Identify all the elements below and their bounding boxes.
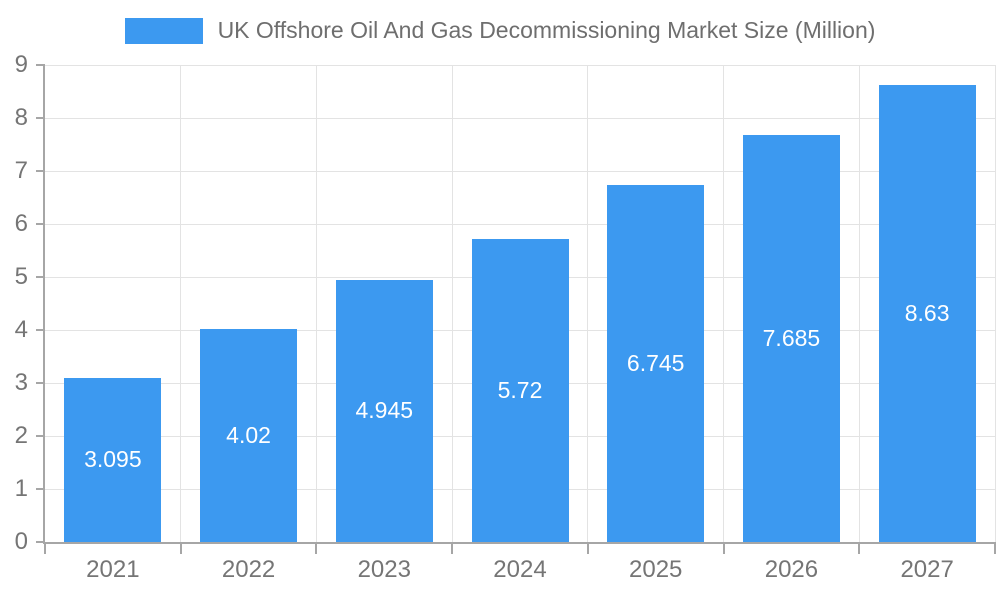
y-gridline (45, 170, 995, 172)
x-axis-tick (315, 542, 318, 554)
x-tick-label: 2022 (221, 556, 276, 583)
x-gridline (315, 65, 317, 542)
y-axis-tick (36, 117, 45, 119)
x-gridline (723, 65, 725, 542)
x-gridline (451, 65, 453, 542)
y-axis-tick (36, 223, 45, 225)
x-tick-label: 2023 (357, 556, 411, 583)
y-tick-label: 8 (14, 104, 28, 131)
x-axis-tick (722, 542, 725, 554)
y-axis-tick (36, 435, 45, 437)
bar[interactable]: 3.095 (64, 377, 162, 542)
bar[interactable]: 4.02 (200, 328, 298, 542)
y-tick-label: 0 (14, 528, 28, 555)
x-gridline (587, 65, 589, 542)
y-tick-label: 7 (14, 157, 28, 184)
x-axis-tick (858, 542, 861, 554)
bar[interactable]: 7.685 (742, 134, 840, 542)
y-gridline (45, 223, 995, 225)
y-axis-line (43, 65, 45, 542)
x-axis-tick (44, 542, 46, 554)
x-tick-label: 2026 (764, 556, 819, 583)
legend-swatch (124, 17, 203, 44)
y-gridline (45, 117, 995, 119)
x-gridline (180, 65, 182, 542)
bar[interactable]: 5.72 (471, 238, 569, 542)
bar-value-label: 8.63 (904, 299, 950, 326)
bar-value-label: 5.72 (497, 376, 543, 403)
x-axis-line (43, 542, 995, 544)
x-tick-label: 2024 (493, 556, 547, 583)
x-tick-label: 2027 (900, 556, 954, 583)
bar-value-label: 7.685 (762, 324, 821, 351)
y-tick-label: 9 (14, 51, 28, 78)
plot-area: 3.095 4.02 4.945 5.72 6.745 7.685 8.63 (45, 64, 996, 542)
y-axis-tick (36, 488, 45, 490)
bar[interactable]: 6.745 (607, 184, 705, 542)
y-gridline (45, 64, 995, 66)
y-axis-tick (36, 329, 45, 331)
bar[interactable]: 8.63 (878, 84, 976, 542)
x-axis-tick (994, 542, 996, 554)
y-tick-label: 2 (14, 422, 28, 449)
y-axis-tick (36, 382, 45, 384)
x-gridline (994, 65, 996, 542)
y-axis-tick (36, 170, 45, 172)
bar-value-label: 3.095 (84, 446, 142, 473)
y-tick-label: 4 (14, 316, 28, 343)
bar-value-label: 4.945 (355, 397, 414, 424)
y-tick-label: 3 (14, 369, 28, 396)
x-axis-tick (451, 542, 454, 554)
x-tick-label: 2025 (629, 556, 683, 583)
bar-value-label: 4.02 (226, 421, 271, 448)
x-axis-tick (179, 542, 182, 554)
y-axis-tick (36, 276, 45, 278)
bar-value-label: 6.745 (626, 349, 685, 376)
y-tick-label: 6 (14, 210, 28, 237)
x-tick-label: 2021 (86, 556, 140, 583)
y-axis-tick (36, 541, 45, 543)
x-gridline (858, 65, 860, 542)
legend[interactable]: UK Offshore Oil And Gas Decommissioning … (0, 17, 1000, 44)
legend-label: UK Offshore Oil And Gas Decommissioning … (217, 17, 876, 43)
bar[interactable]: 4.945 (335, 279, 433, 542)
x-axis-tick (586, 542, 589, 554)
y-tick-label: 1 (14, 475, 28, 502)
y-tick-label: 5 (14, 263, 28, 290)
y-axis-tick (36, 64, 45, 66)
